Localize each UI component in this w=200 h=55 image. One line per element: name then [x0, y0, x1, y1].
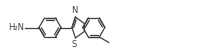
Text: N: N: [71, 6, 78, 15]
Text: H₂N: H₂N: [8, 23, 24, 32]
Text: S: S: [72, 40, 77, 49]
